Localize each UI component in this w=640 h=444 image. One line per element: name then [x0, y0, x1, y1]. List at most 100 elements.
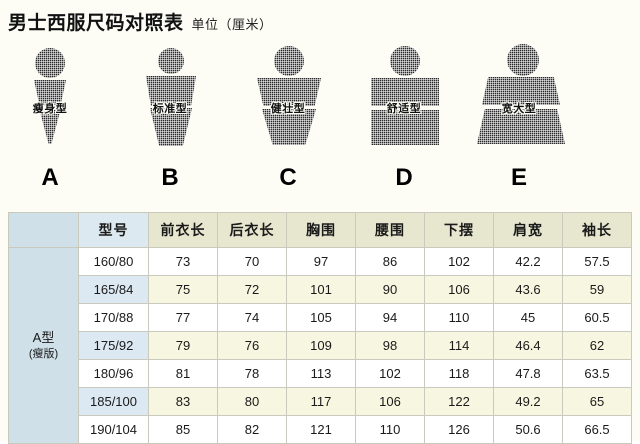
- column-header-sleeve: 袖长: [562, 212, 632, 248]
- figure-c: 健壮型 C: [224, 42, 352, 192]
- cell-model: 175/92: [78, 331, 149, 360]
- cell-front-len: 75: [148, 275, 218, 304]
- cell-back-len: 78: [217, 359, 287, 388]
- figure-e-type-label: 宽大型: [501, 103, 537, 115]
- figure-a-type-label: 瘦身型: [32, 103, 68, 115]
- figure-c-stage: 健壮型: [224, 42, 352, 160]
- title-unit-text: 单位（厘米）: [191, 17, 273, 32]
- cell-sleeve: 66.5: [562, 415, 632, 444]
- torso-upper-icon: [371, 78, 439, 106]
- cell-chest: 121: [286, 415, 356, 444]
- cell-sleeve: 63.5: [562, 359, 632, 388]
- column-header-chest: 胸围: [286, 212, 356, 248]
- row-group-label: A型 (瘦版): [8, 247, 79, 444]
- cell-shoulder: 42.2: [493, 247, 563, 276]
- row-group-title: A型: [32, 329, 55, 345]
- figure-e-stage: 宽大型: [455, 42, 583, 160]
- cell-model: 170/88: [78, 303, 149, 332]
- cell-chest: 105: [286, 303, 356, 332]
- cell-back-len: 72: [217, 275, 287, 304]
- cell-front-len: 77: [148, 303, 218, 332]
- torso-upper-icon: [257, 78, 321, 106]
- cell-hem: 106: [424, 275, 494, 304]
- cell-model: 165/84: [78, 275, 149, 304]
- cell-shoulder: 43.6: [493, 275, 563, 304]
- table-row: 185/100 83 80 117 106 122 49.2 65: [9, 387, 632, 416]
- cell-hem: 126: [424, 415, 494, 444]
- cell-back-len: 82: [217, 415, 287, 444]
- cell-waist: 106: [355, 387, 425, 416]
- figure-b: 标准型 B: [106, 42, 234, 192]
- cell-chest: 101: [286, 275, 356, 304]
- cell-chest: 109: [286, 331, 356, 360]
- cell-waist: 94: [355, 303, 425, 332]
- figure-c-letter: C: [279, 164, 297, 191]
- cell-waist: 86: [355, 247, 425, 276]
- figure-d-type-label: 舒适型: [386, 103, 422, 115]
- cell-front-len: 73: [148, 247, 218, 276]
- cell-shoulder: 47.8: [493, 359, 563, 388]
- cell-shoulder: 46.4: [493, 331, 563, 360]
- head-icon: [390, 46, 420, 76]
- figure-a: 瘦身型 A: [0, 42, 114, 192]
- cell-waist: 98: [355, 331, 425, 360]
- figure-b-letter: B: [161, 164, 179, 191]
- head-icon: [507, 44, 539, 76]
- figure-c-type-label: 健壮型: [270, 103, 306, 115]
- column-header-shoulder: 肩宽: [493, 212, 563, 248]
- cell-model: 190/104: [78, 415, 149, 444]
- cell-front-len: 83: [148, 387, 218, 416]
- cell-sleeve: 60.5: [562, 303, 632, 332]
- cell-hem: 122: [424, 387, 494, 416]
- torso-lower-icon: [262, 109, 316, 145]
- cell-waist: 102: [355, 359, 425, 388]
- column-header-model: 型号: [78, 212, 149, 248]
- cell-hem: 110: [424, 303, 494, 332]
- cell-chest: 113: [286, 359, 356, 388]
- torso-lower-icon: [371, 110, 439, 145]
- row-group-subtitle: (瘦版): [28, 347, 59, 360]
- cell-sleeve: 62: [562, 331, 632, 360]
- size-chart-table-container: 型号 前衣长 后衣长 胸围 腰围 下摆 肩宽 袖长 A型 (瘦版) 160/80…: [8, 212, 632, 444]
- cell-sleeve: 65: [562, 387, 632, 416]
- cell-shoulder: 50.6: [493, 415, 563, 444]
- cell-chest: 97: [286, 247, 356, 276]
- figure-a-letter: A: [41, 164, 59, 191]
- title-text: 男士西服尺码对照表: [8, 13, 184, 34]
- head-icon: [274, 46, 304, 76]
- figure-d-letter: D: [395, 164, 413, 191]
- cell-back-len: 80: [217, 387, 287, 416]
- table-row: A型 (瘦版) 160/80 73 70 97 86 102 42.2 57.5: [8, 247, 632, 444]
- table-corner-cell: [8, 212, 79, 248]
- torso-lower-icon: [477, 109, 565, 144]
- cell-hem: 102: [424, 247, 494, 276]
- table-row: 165/84 75 72 101 90 106 43.6 59: [9, 275, 632, 304]
- column-header-hem: 下摆: [424, 212, 494, 248]
- cell-model: 185/100: [78, 387, 149, 416]
- figure-d: 舒适型 D: [340, 42, 468, 192]
- cell-waist: 90: [355, 275, 425, 304]
- cell-hem: 114: [424, 331, 494, 360]
- cell-front-len: 85: [148, 415, 218, 444]
- cell-back-len: 74: [217, 303, 287, 332]
- body-type-figures: 瘦身型 A 标准型 B 健壮型 C 舒适型 D: [0, 42, 640, 192]
- figure-b-type-label: 标准型: [152, 103, 188, 115]
- figure-d-stage: 舒适型: [340, 42, 468, 160]
- column-header-back-len: 后衣长: [217, 212, 287, 248]
- cell-back-len: 76: [217, 331, 287, 360]
- cell-back-len: 70: [217, 247, 287, 276]
- cell-sleeve: 59: [562, 275, 632, 304]
- cell-model: 160/80: [78, 247, 149, 276]
- page-title: 男士西服尺码对照表 单位（厘米）: [8, 8, 273, 35]
- table-row: 180/96 81 78 113 102 118 47.8 63.5: [9, 359, 632, 388]
- torso-upper-icon: [482, 77, 560, 105]
- cell-hem: 118: [424, 359, 494, 388]
- size-chart-table: 型号 前衣长 后衣长 胸围 腰围 下摆 肩宽 袖长 A型 (瘦版) 160/80…: [8, 212, 632, 444]
- head-icon: [35, 48, 65, 78]
- table-row: 190/104 85 82 121 110 126 50.6 66.5: [9, 415, 632, 444]
- cell-chest: 117: [286, 387, 356, 416]
- column-header-front-len: 前衣长: [148, 212, 218, 248]
- torso-upper-icon: [146, 76, 196, 106]
- cell-front-len: 81: [148, 359, 218, 388]
- cell-shoulder: 45: [493, 303, 563, 332]
